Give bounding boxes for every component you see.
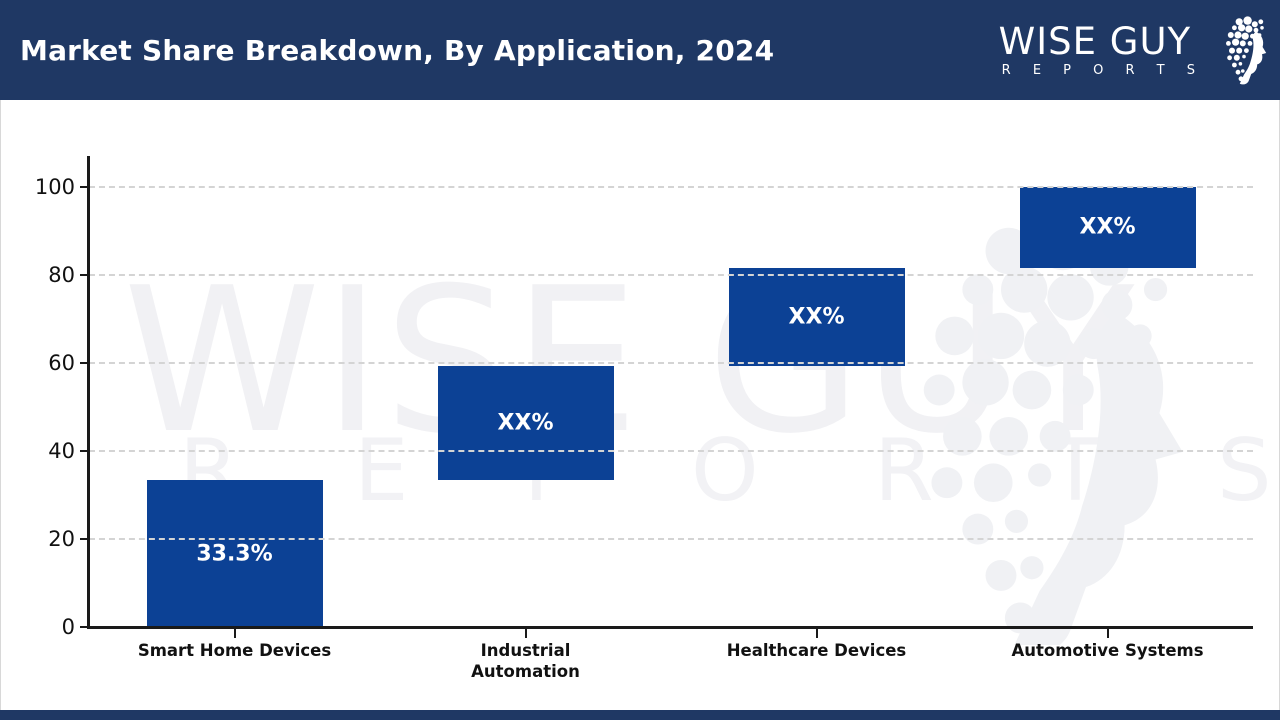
footer-band — [0, 710, 1280, 720]
logo-dotted-head-icon — [1226, 16, 1267, 85]
x-category-label: Smart Home Devices — [137, 641, 332, 660]
header-band: Market Share Breakdown, By Application, … — [0, 0, 1280, 100]
x-category-label: Industrial Automation — [471, 641, 580, 681]
gridline-y40 — [89, 450, 1253, 452]
bar-value-label: XX% — [1079, 214, 1136, 240]
bar-smart-home-devices — [146, 480, 323, 627]
x-axis-line — [87, 626, 1253, 629]
logo-reports-text: R E P O R T S — [1001, 62, 1204, 78]
bar-healthcare-devices — [728, 267, 905, 367]
y-tick-label: 100 — [34, 175, 75, 199]
bar-value-label: XX% — [788, 304, 845, 330]
y-tick-mark — [80, 626, 89, 628]
gridline-y80 — [89, 274, 1253, 276]
y-tick-label: 80 — [48, 263, 75, 287]
y-tick-label: 20 — [48, 527, 75, 551]
y-tick-mark — [80, 450, 89, 452]
bar-value-label: 33.3% — [196, 541, 273, 567]
logo-wiseguy-text: WISE GUY — [998, 19, 1192, 63]
gridline-y60 — [89, 362, 1253, 364]
x-category-label: Healthcare Devices — [726, 641, 907, 660]
gridline-y20 — [89, 538, 1253, 540]
y-tick-mark — [80, 538, 89, 540]
y-tick-mark — [80, 186, 89, 188]
bar-automotive-systems — [1019, 187, 1196, 268]
x-category-label: Automotive Systems — [1011, 641, 1204, 660]
bar-industrial-automation — [437, 366, 614, 481]
waterfall-bar-chart: 0 20 40 60 80 100 33.3% Smart Home Devices XX% In… — [1, 100, 1279, 710]
bar-value-label: XX% — [497, 410, 554, 436]
gridline-y100 — [89, 186, 1253, 188]
y-tick-mark — [80, 274, 89, 276]
wiseguy-logo: WISE GUY R E P O R T S — [999, 11, 1280, 89]
page-title: Market Share Breakdown, By Application, … — [20, 33, 775, 67]
y-axis-line — [87, 156, 90, 629]
x-tick-mark — [815, 629, 818, 638]
x-tick-mark — [524, 629, 527, 638]
logo-text: WISE GUY R E P O R T S — [999, 23, 1204, 78]
y-tick-label: 40 — [48, 439, 75, 463]
x-tick-mark — [1106, 629, 1109, 638]
y-tick-label: 0 — [61, 615, 75, 639]
y-tick-label: 60 — [48, 351, 75, 375]
x-tick-mark — [233, 629, 236, 638]
y-tick-mark — [80, 362, 89, 364]
